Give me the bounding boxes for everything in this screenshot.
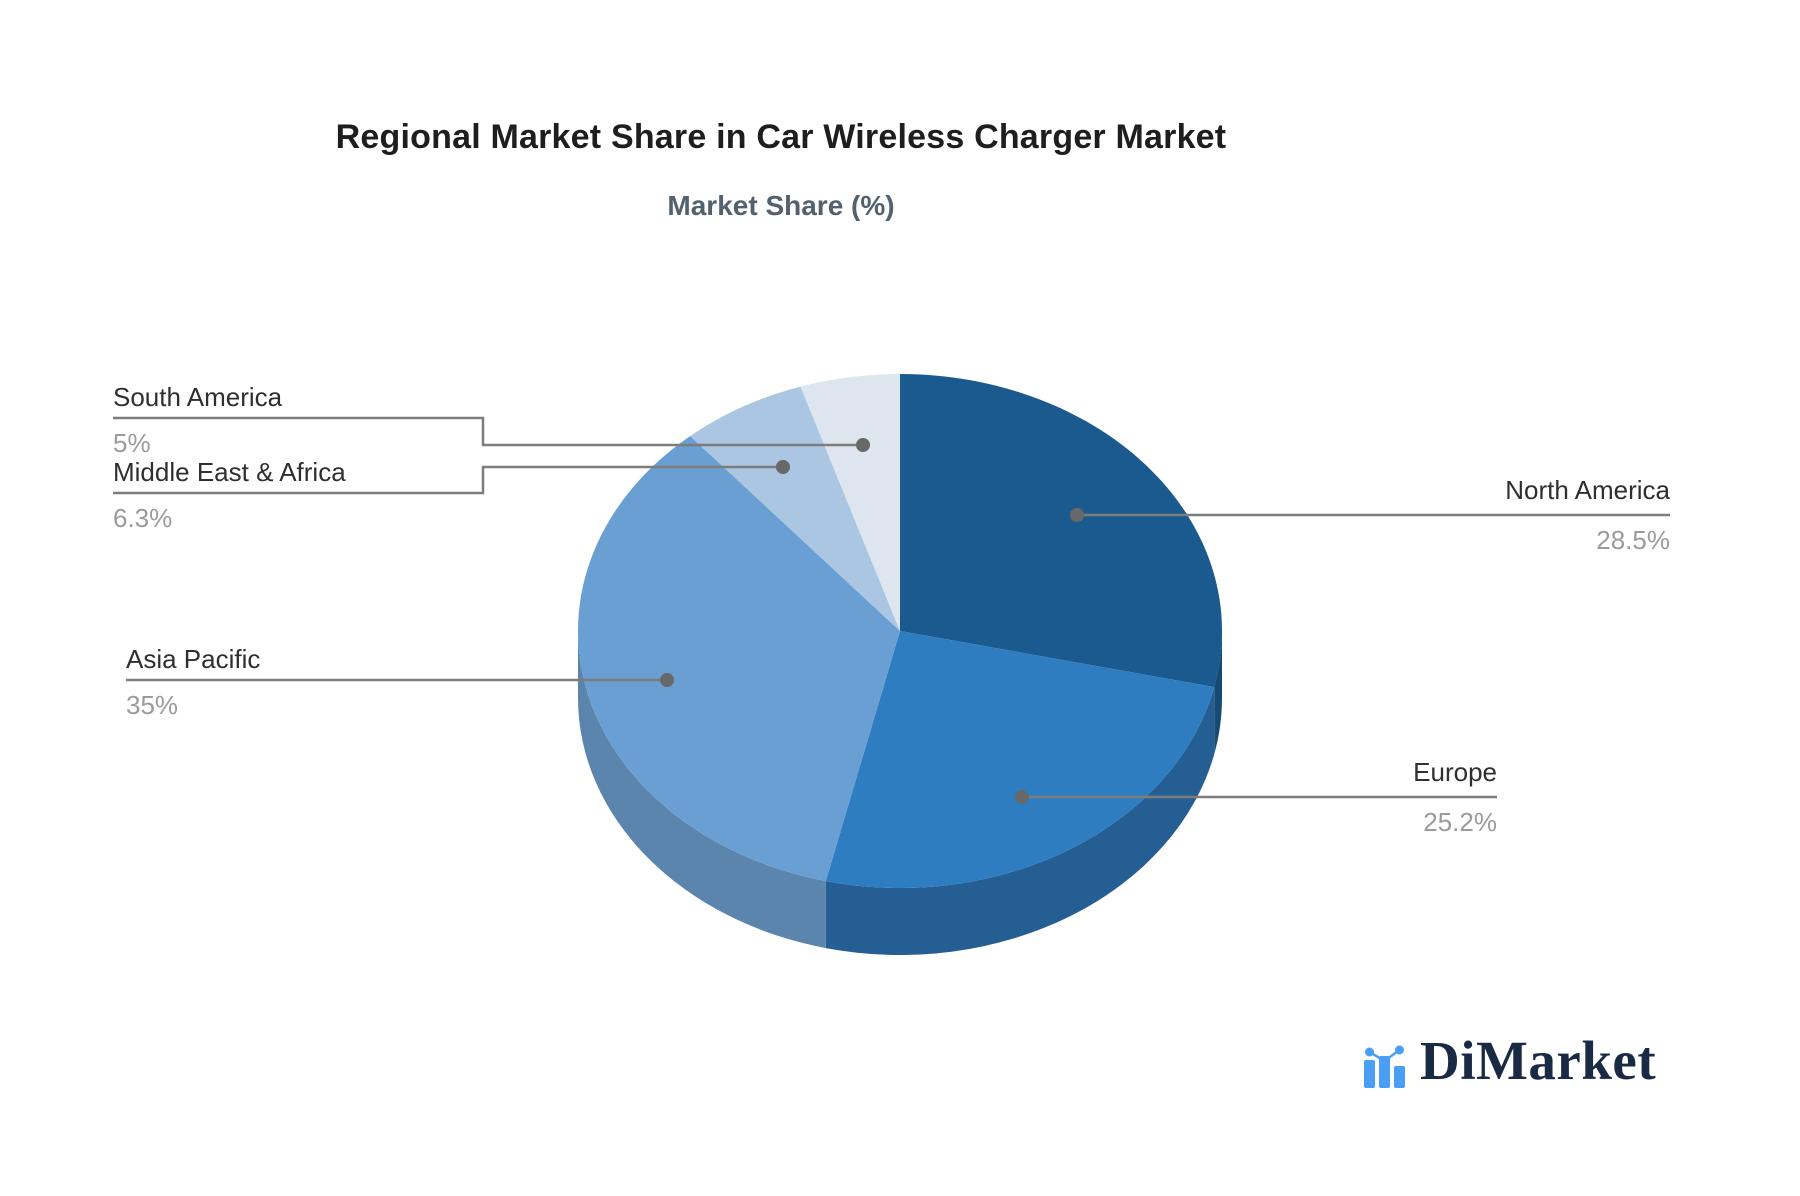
pie-slice-side-asia-pacific [578,631,826,949]
callout-name-europe: Europe [1413,757,1497,787]
pie-slice-middle-east-africa[interactable] [690,386,900,631]
callout-value-middle-east-africa: 6.3% [113,503,173,533]
callout-value-europe: 25.2% [1423,807,1497,837]
callout-value-asia-pacific: 35% [126,690,179,720]
brand-bar-chart-icon [1364,1045,1405,1088]
chart-subtitle: Market Share (%) [667,190,895,221]
callout-dot-asia-pacific [660,673,674,687]
brand-name: DiMarket [1420,1030,1657,1091]
callout-dot-europe [1015,790,1029,804]
pie-slice-europe[interactable] [825,631,1215,889]
callout-dot-south-america [856,438,870,452]
callout-dot-middle-east-africa [776,460,790,474]
callout-name-middle-east-africa: Middle East & Africa [113,457,346,487]
callout-name-asia-pacific: Asia Pacific [126,644,261,674]
pie-slice-north-america[interactable] [900,373,1222,688]
callout-line-south-america [113,416,863,447]
callout-line-middle-east-africa [113,465,783,495]
pie-slice-asia-pacific[interactable] [578,436,900,882]
pie-slice-south-america[interactable] [800,374,900,631]
callout-value-south-america: 5% [113,428,151,458]
callout-name-south-america: South America [113,382,283,412]
pie-slice-side-europe [825,687,1215,955]
callout-name-north-america: North America [1505,475,1670,505]
callout-value-north-america: 28.5% [1596,525,1670,555]
callout-dot-north-america [1070,508,1084,522]
pie-slice-side-north-america [1214,631,1222,755]
brand-watermark: DiMarket [1358,1032,1656,1090]
chart-title: Regional Market Share in Car Wireless Ch… [335,118,1227,156]
